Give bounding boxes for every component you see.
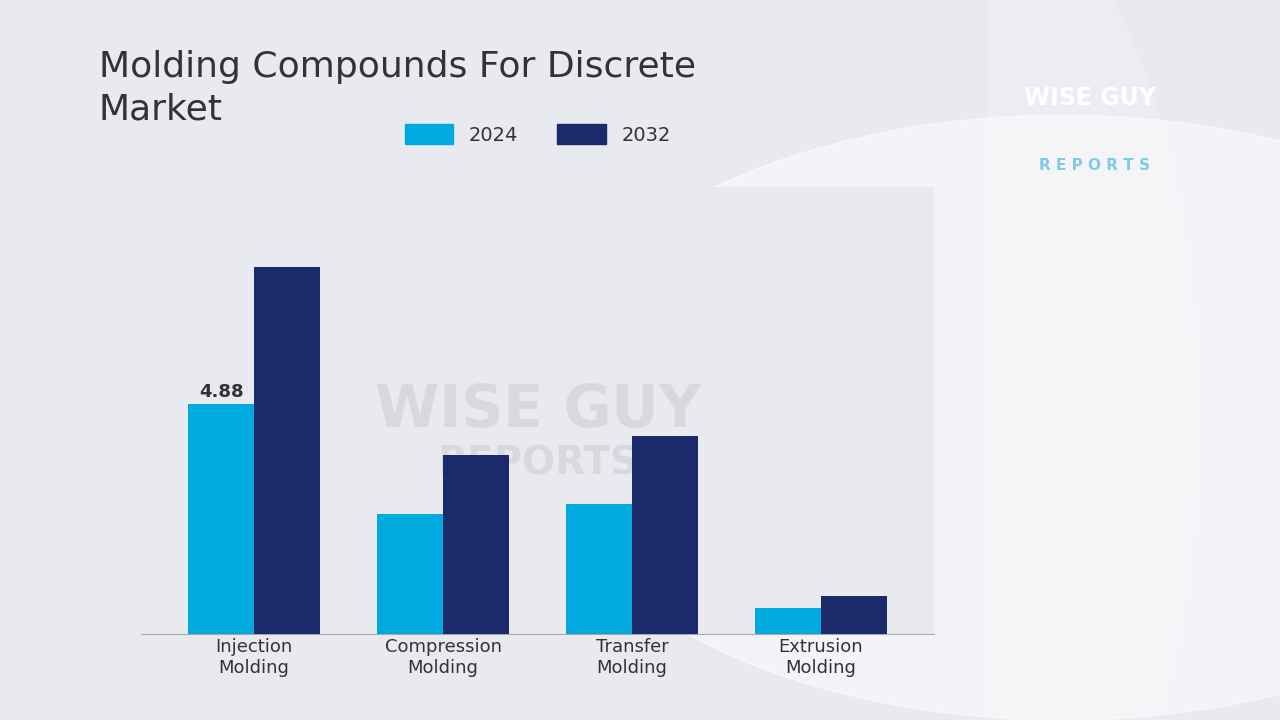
Text: R E P O R T S: R E P O R T S [1038,158,1149,174]
Text: WISE GUY: WISE GUY [1024,86,1156,110]
Text: WISE GUY: WISE GUY [375,382,700,439]
Bar [443,455,509,634]
Circle shape [773,0,1198,720]
Text: 4.88: 4.88 [198,382,243,400]
Text: Molding Compounds For Discrete
Market: Molding Compounds For Discrete Market [99,50,695,127]
Text: REPORTS: REPORTS [436,445,639,483]
Bar [378,514,443,634]
Bar [188,405,255,634]
Bar [820,596,887,634]
Legend: 2024, 2032: 2024, 2032 [397,117,678,153]
Bar [632,436,698,634]
Bar [566,505,632,634]
Bar [255,267,320,634]
Bar [755,608,820,634]
